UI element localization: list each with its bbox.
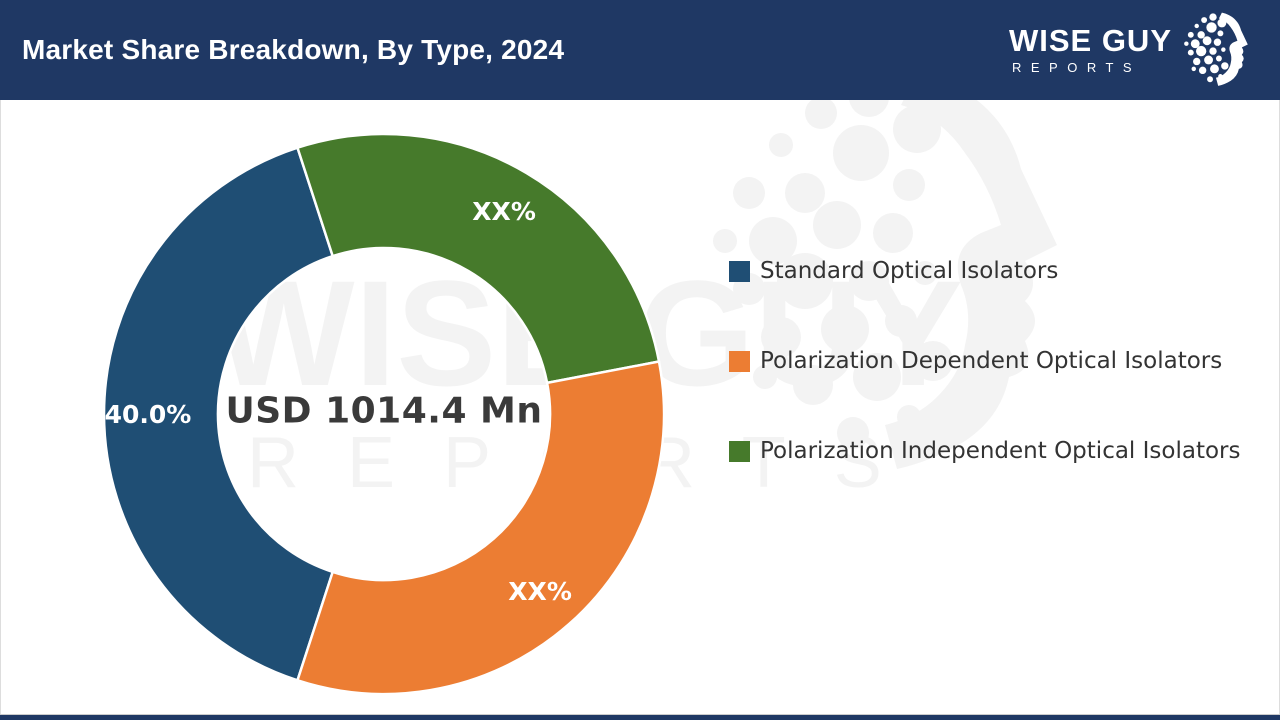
brand-subname: REPORTS <box>1011 60 1142 75</box>
slice-percentage-label: XX% <box>472 197 536 226</box>
legend-label: Polarization Dependent Optical Isolators <box>760 348 1223 374</box>
slice-percentage-label: 40.0% <box>105 400 192 429</box>
chart-area: WISE GUY REPORTS 40.0%XX%XX% USD 1014.4 … <box>0 100 1280 714</box>
page-title: Market Share Breakdown, By Type, 2024 <box>22 34 565 65</box>
legend-label: Polarization Independent Optical Isolato… <box>760 438 1241 464</box>
chart-legend: Standard Optical Isolators Polarization … <box>729 256 1240 526</box>
brand-logo-text: WISE GUY REPORTS <box>1009 25 1172 75</box>
legend-item-standard: Standard Optical Isolators <box>729 256 1240 286</box>
donut-slice <box>102 146 334 682</box>
dotted-head-icon <box>1184 12 1248 86</box>
brand-logo: WISE GUY REPORTS <box>1009 9 1250 91</box>
footer-bar <box>0 715 1280 720</box>
legend-item-polarization-independent: Polarization Independent Optical Isolato… <box>729 436 1240 466</box>
legend-label: Standard Optical Isolators <box>760 258 1059 284</box>
donut-slice <box>296 132 661 385</box>
footer-divider <box>0 714 1280 715</box>
donut-slice <box>296 360 666 696</box>
brand-name: WISE GUY <box>1008 23 1172 58</box>
legend-item-polarization-dependent: Polarization Dependent Optical Isolators <box>729 346 1240 376</box>
legend-swatch-orange <box>729 350 750 372</box>
header-bar: Market Share Breakdown, By Type, 2024 WI… <box>0 0 1280 100</box>
legend-swatch-green <box>729 440 750 462</box>
donut-center-value: USD 1014.4 Mn <box>225 390 543 432</box>
legend-swatch-blue <box>729 260 750 282</box>
slice-percentage-label: XX% <box>508 577 572 606</box>
donut-chart: 40.0% XX% XX% <box>102 132 666 696</box>
